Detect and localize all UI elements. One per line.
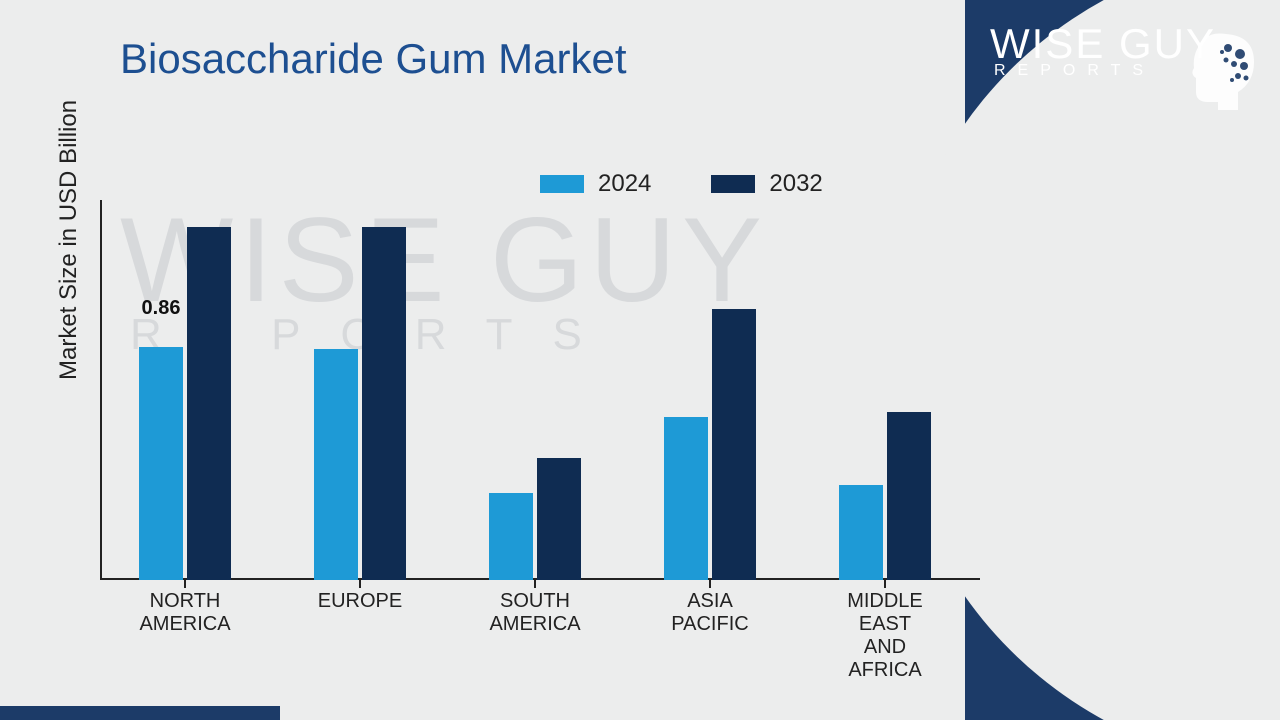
legend-label-2024: 2024 (598, 170, 651, 198)
chart-plot-area: NORTHAMERICA0.86 EUROPE SOUTHAMERICA ASIAPA… (100, 200, 980, 580)
category-label: NORTHAMERICA (105, 580, 265, 636)
chart-title: Biosaccharide Gum Market (120, 35, 627, 83)
brand-logo: WISE GUY REPORTS (990, 20, 1250, 80)
x-tick (184, 580, 186, 588)
bar-group: ASIAPACIFIC (664, 309, 756, 580)
chart-card: WISE GUY REPORTS Biosaccharide Gum Marke… (0, 0, 1280, 720)
category-label: MIDDLEEASTANDAFRICA (805, 580, 965, 682)
brain-head-icon (1188, 30, 1258, 110)
y-axis-label: Market Size in USD Billion (55, 100, 83, 380)
legend-item-2032: 2032 (711, 170, 822, 198)
legend-swatch-2024 (540, 175, 584, 193)
bar-group: SOUTHAMERICA (489, 458, 581, 580)
y-axis-line (100, 200, 102, 580)
bar (314, 349, 358, 580)
bar-group: NORTHAMERICA (139, 227, 231, 580)
category-label: ASIAPACIFIC (630, 580, 790, 636)
bar (537, 458, 581, 580)
legend: 2024 2032 (540, 170, 823, 198)
bar (139, 347, 183, 580)
x-tick (884, 580, 886, 588)
bar (887, 412, 931, 580)
x-tick (534, 580, 536, 588)
legend-item-2024: 2024 (540, 170, 651, 198)
bar-group: MIDDLEEASTANDAFRICA (839, 412, 931, 580)
x-tick (359, 580, 361, 588)
bottom-accent-bar (0, 706, 280, 720)
bar (712, 309, 756, 580)
legend-swatch-2032 (711, 175, 755, 193)
bar (664, 417, 708, 580)
category-label: SOUTHAMERICA (455, 580, 615, 636)
bar (362, 227, 406, 580)
bar-value-label: 0.86 (142, 297, 181, 320)
x-tick (709, 580, 711, 588)
bar (489, 493, 533, 580)
bar (839, 485, 883, 580)
legend-label-2032: 2032 (769, 170, 822, 198)
bar-group: EUROPE (314, 227, 406, 580)
bar (187, 227, 231, 580)
